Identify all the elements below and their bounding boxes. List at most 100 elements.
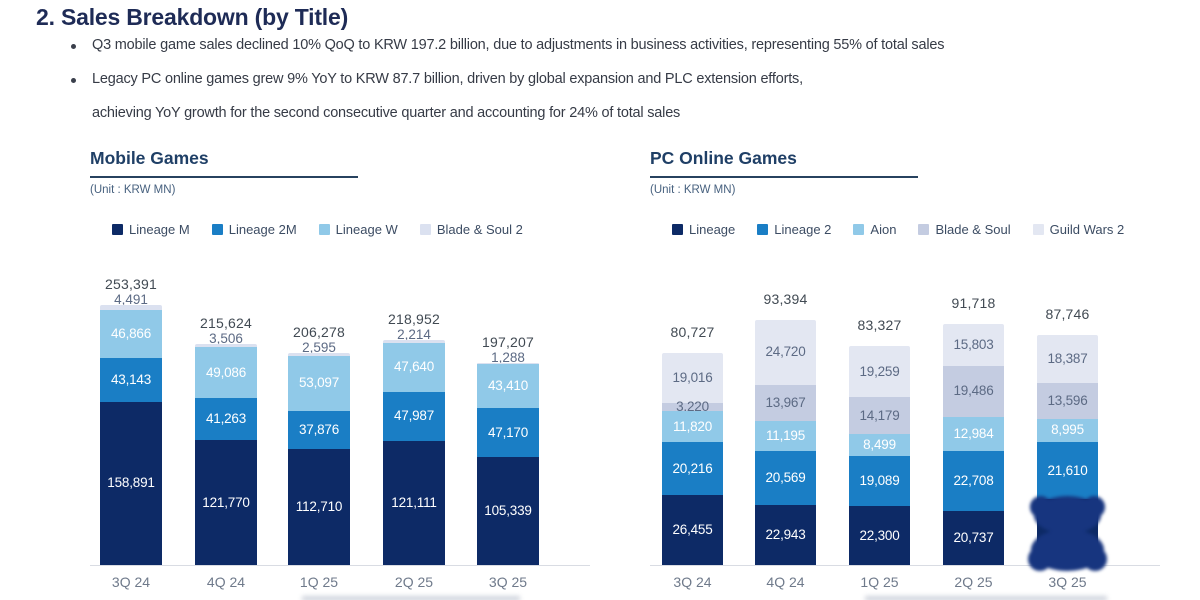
bar-segment: 15,803 — [943, 324, 1004, 366]
chart-title: PC Online Games — [650, 148, 918, 178]
legend-swatch-icon — [1032, 224, 1044, 235]
plot: 80,727 19,016 3,220 11,820 20,216 26,455 3Q 24… — [650, 248, 1160, 590]
bar-segment: 12,984 — [943, 416, 1004, 452]
segment-value-label: 20,737 — [953, 529, 994, 545]
bar-total-label: 83,327 — [857, 317, 902, 334]
bar: 93,394 24,720 13,967 11,195 20,569 22,943 — [755, 291, 816, 565]
segment-value-label: 47,987 — [393, 408, 435, 424]
segment-value-label: 13,967 — [765, 395, 806, 411]
segment-value-label: 112,710 — [295, 499, 343, 515]
segment-value-label: 46,866 — [110, 325, 152, 341]
legend: Lineage M Lineage 2M Lineage W Blade & Soul… — [112, 222, 523, 237]
x-axis-label: 3Q 24 — [111, 574, 151, 590]
segment-value-label: 4,491 — [114, 292, 148, 307]
chart-title: Mobile Games — [90, 148, 358, 178]
bullet-icon — [71, 44, 76, 49]
x-axis-label: 2Q 25 — [394, 574, 434, 590]
page-title: 2. Sales Breakdown (by Title) — [36, 4, 349, 31]
legend-item: Lineage W — [318, 222, 398, 237]
bar-segment: 46,866 — [100, 309, 162, 358]
segment-value-label: 49,086 — [205, 364, 247, 380]
segment-value-label: 18,387 — [1047, 350, 1088, 366]
bar-segment: 11,820 — [662, 411, 723, 443]
bar-segment: 19,089 — [849, 456, 910, 507]
plot: 253,391 4,491 46,866 43,143 158,891 3Q 24 215,… — [90, 248, 590, 590]
legend-label: Guild Wars 2 — [1049, 222, 1125, 237]
bar-segment: 19,016 — [662, 353, 723, 404]
unit-label: (Unit : KRW MN) — [90, 184, 176, 196]
bar-segment: 22,300 — [849, 506, 910, 565]
segment-value-label: 22,708 — [953, 472, 994, 488]
bar-segment: 24,720 — [755, 320, 816, 385]
bullet-text: Q3 mobile game sales declined 10% QoQ to… — [92, 37, 945, 53]
legend-swatch-icon — [318, 224, 330, 235]
bar-segment: 20,737 — [943, 510, 1004, 565]
bar-segment — [288, 353, 350, 356]
segment-value-label: 121,770 — [202, 494, 250, 510]
bar-segment: 8,995 — [1037, 418, 1098, 443]
segment-value-label: 8,995 — [1051, 422, 1084, 438]
segment-value-label: 37,876 — [298, 421, 340, 437]
segment-value-label: 43,410 — [487, 378, 529, 394]
segment-value-label: 22,300 — [859, 527, 900, 543]
x-axis-label: 1Q 25 — [860, 574, 899, 590]
legend-swatch-icon — [918, 224, 930, 235]
bar-segment: 21,610 — [1037, 442, 1098, 499]
segment-value-label: 158,891 — [107, 475, 155, 491]
segment-value-label: 24,720 — [765, 344, 806, 360]
bar-segment: 37,876 — [288, 410, 350, 450]
segment-value-label: 26,455 — [672, 522, 713, 538]
segment-value-label: 13,596 — [1047, 392, 1088, 408]
bar-segment: 47,640 — [383, 342, 445, 392]
bullet-icon — [71, 78, 76, 83]
segment-value-label: 19,089 — [859, 473, 900, 489]
x-axis-label: 3Q 25 — [488, 574, 528, 590]
pc-online-games-chart: PC Online Games (Unit : KRW MN) Lineage L… — [650, 148, 1160, 600]
x-axis-label: 4Q 24 — [766, 574, 805, 590]
legend-item: Guild Wars 2 — [1032, 222, 1125, 237]
legend-swatch-icon — [419, 224, 431, 235]
x-axis-label: 1Q 25 — [299, 574, 339, 590]
bar-segment: 22,943 — [755, 504, 816, 565]
segment-value-label: 3,506 — [209, 330, 243, 346]
segment-value-label: 53,097 — [298, 375, 340, 391]
bar-segment: 19,259 — [849, 346, 910, 397]
bar-total-label: 93,394 — [763, 291, 808, 307]
bar: 197,207 1,288 43,410 47,170 105,339 — [477, 334, 539, 565]
segment-value-label: 43,143 — [110, 371, 152, 387]
bar: 206,278 2,595 53,097 37,876 112,710 — [288, 324, 350, 565]
bar-segment: 22,708 — [943, 451, 1004, 511]
bar-segment — [383, 340, 445, 343]
bar-total-label: 215,624 — [199, 314, 253, 331]
bar-segment — [477, 362, 539, 364]
segment-value-label: 20,569 — [765, 469, 806, 485]
segment-value-label: 21,610 — [1047, 462, 1088, 478]
legend-label: Aion — [870, 222, 897, 237]
unit-label: (Unit : KRW MN) — [650, 184, 736, 196]
segment-value-label: 19,259 — [859, 363, 900, 379]
bar-segment: 158,891 — [100, 401, 162, 565]
legend-label: Lineage W — [335, 222, 398, 237]
redaction-blob — [1028, 495, 1107, 573]
bar-segment: 121,770 — [195, 440, 257, 565]
segment-value-label: 121,111 — [391, 494, 437, 510]
bar-total-label: 197,207 — [481, 333, 535, 350]
bar-segment: 18,387 — [1037, 334, 1098, 383]
segment-value-label: 47,170 — [487, 424, 529, 440]
bar-total-label: 218,952 — [387, 311, 441, 328]
bullet-text: Legacy PC online games grew 9% YoY to KR… — [92, 71, 803, 87]
bar-segment: 112,710 — [288, 449, 350, 565]
bar-segment — [195, 343, 257, 348]
bar-segment: 26,455 — [662, 495, 723, 565]
segment-value-label: 11,195 — [765, 428, 806, 444]
bar-segment: 3,220 — [662, 400, 723, 414]
bar-segment: 13,596 — [1037, 383, 1098, 419]
legend-label: Blade & Soul 2 — [436, 222, 523, 237]
bar-segment: 49,086 — [195, 347, 257, 398]
bar-segment: 47,170 — [477, 408, 539, 457]
bar-total-label: 87,746 — [1045, 305, 1090, 322]
bar-segment: 20,569 — [755, 450, 816, 505]
segment-value-label: 19,486 — [953, 383, 994, 399]
segment-value-label: 20,216 — [672, 460, 713, 476]
legend-item: Lineage M — [112, 222, 190, 237]
